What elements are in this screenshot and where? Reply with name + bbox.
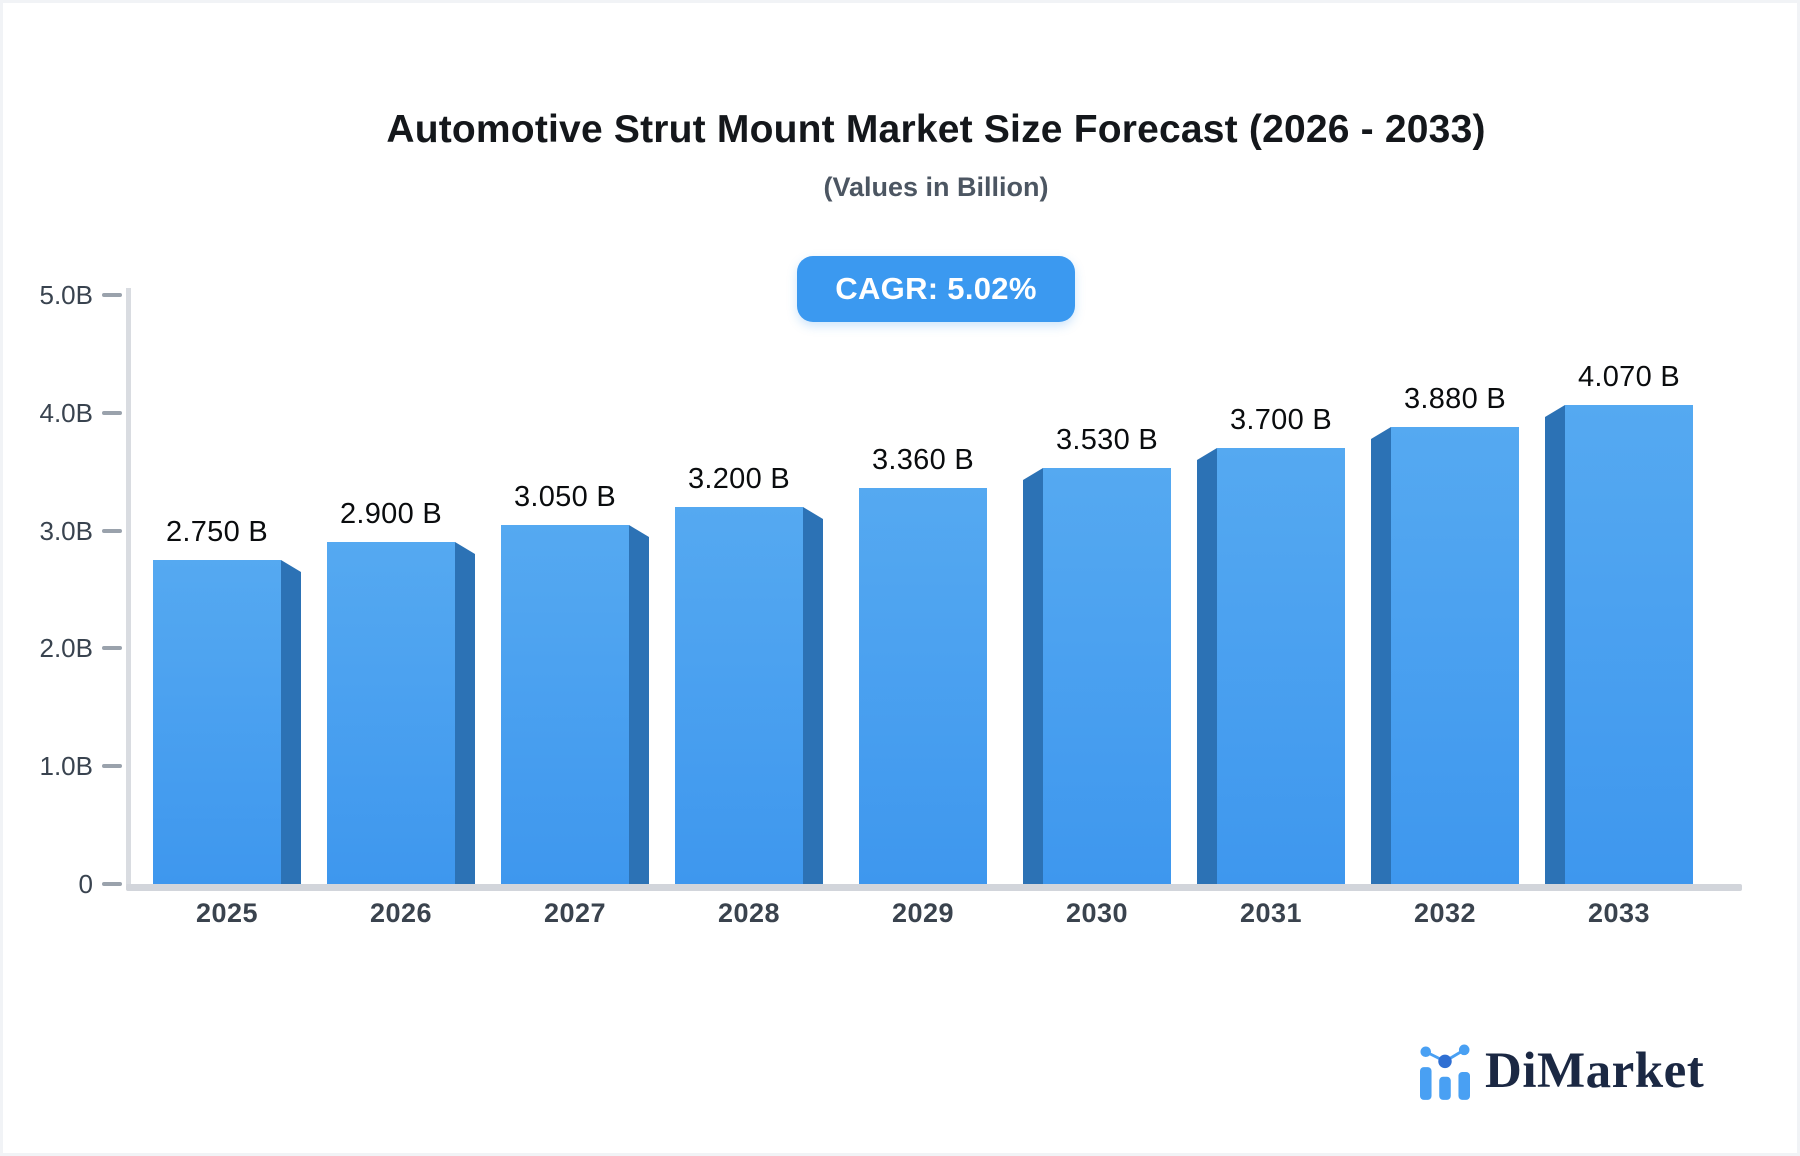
bar-side-shadow bbox=[455, 542, 475, 884]
bar-2032: 3.880 B bbox=[1371, 383, 1519, 884]
bar-side-shadow bbox=[1371, 427, 1391, 884]
x-tick-label-2026: 2026 bbox=[369, 898, 433, 928]
bar-value-label: 3.880 B bbox=[1403, 383, 1507, 415]
x-tick-label-2030: 2030 bbox=[1065, 898, 1129, 928]
bar-2029: 3.360 B bbox=[849, 444, 997, 884]
bar-value-label: 2.750 B bbox=[165, 516, 269, 548]
chart-title: Automotive Strut Mount Market Size Forec… bbox=[386, 108, 1486, 151]
bar-chart-with-dots-icon bbox=[1420, 1044, 1470, 1100]
bar-value-label: 3.200 B bbox=[687, 463, 791, 495]
x-tick-label-2028: 2028 bbox=[717, 898, 781, 928]
bar-face bbox=[675, 507, 803, 884]
x-tick-label-2029: 2029 bbox=[891, 898, 955, 928]
y-tick-mark bbox=[102, 646, 122, 651]
y-tick-mark bbox=[102, 882, 122, 886]
bar-2025: 2.750 B bbox=[153, 516, 301, 884]
y-tick-label-3.0B: 3.0B bbox=[39, 515, 94, 546]
brand-name: DiMarket bbox=[1485, 1043, 1705, 1099]
y-tick-mark bbox=[102, 410, 122, 415]
y-tick-label-5.0B: 5.0B bbox=[39, 280, 94, 310]
bar-2026: 2.900 B bbox=[327, 498, 475, 884]
x-tick-label-2031: 2031 bbox=[1239, 898, 1303, 928]
x-tick-label-2033: 2033 bbox=[1587, 898, 1651, 928]
bar-side-shadow bbox=[1023, 468, 1043, 884]
y-tick-label-1.0B: 1.0B bbox=[39, 751, 94, 782]
y-tick-label-2.0B: 2.0B bbox=[39, 633, 94, 664]
y-axis-line bbox=[126, 288, 131, 885]
bar-face bbox=[327, 542, 455, 884]
chart-subtitle: (Values in Billion) bbox=[823, 172, 1049, 202]
x-tick-label-2027: 2027 bbox=[543, 898, 607, 928]
bar-face bbox=[1217, 448, 1345, 884]
y-tick-mark bbox=[102, 764, 122, 769]
bar-2030: 3.530 B bbox=[1023, 424, 1171, 884]
bar-face bbox=[153, 560, 281, 884]
y-tick-label-4.0B: 4.0B bbox=[39, 397, 94, 428]
bar-value-label: 3.360 B bbox=[871, 444, 975, 476]
bar-face bbox=[859, 488, 987, 884]
bar-2028: 3.200 B bbox=[675, 463, 823, 884]
bar-2033: 4.070 B bbox=[1545, 361, 1693, 884]
x-tick-label-2025: 2025 bbox=[195, 898, 259, 928]
x-axis-baseline bbox=[126, 884, 1742, 891]
brand-logo: DiMarket bbox=[1420, 1038, 1704, 1104]
bar-value-label: 2.900 B bbox=[339, 498, 443, 530]
bar-side-shadow bbox=[629, 525, 649, 884]
bar-face bbox=[1565, 405, 1693, 884]
bar-value-label: 3.050 B bbox=[513, 481, 617, 513]
bar-side-shadow bbox=[1545, 405, 1565, 884]
bar-side-shadow bbox=[1197, 448, 1217, 884]
bar-side-shadow bbox=[803, 507, 823, 884]
y-tick-mark bbox=[102, 528, 122, 533]
bar-face bbox=[501, 525, 629, 884]
cagr-badge: CAGR: 5.02% bbox=[797, 256, 1075, 322]
bar-value-label: 3.700 B bbox=[1229, 404, 1333, 436]
bar-value-label: 3.530 B bbox=[1055, 424, 1159, 456]
bar-2031: 3.700 B bbox=[1197, 404, 1345, 884]
x-tick-label-2032: 2032 bbox=[1413, 898, 1477, 928]
bar-value-label: 4.070 B bbox=[1577, 361, 1681, 393]
bar-face bbox=[1391, 427, 1519, 884]
y-tick-label-0: 0 bbox=[78, 869, 93, 899]
y-tick-mark bbox=[102, 293, 122, 297]
cagr-badge-row: CAGR: 5.02% bbox=[130, 256, 1742, 322]
bar-face bbox=[1043, 468, 1171, 884]
bar-2027: 3.050 B bbox=[501, 481, 649, 884]
bar-side-shadow bbox=[281, 560, 301, 884]
